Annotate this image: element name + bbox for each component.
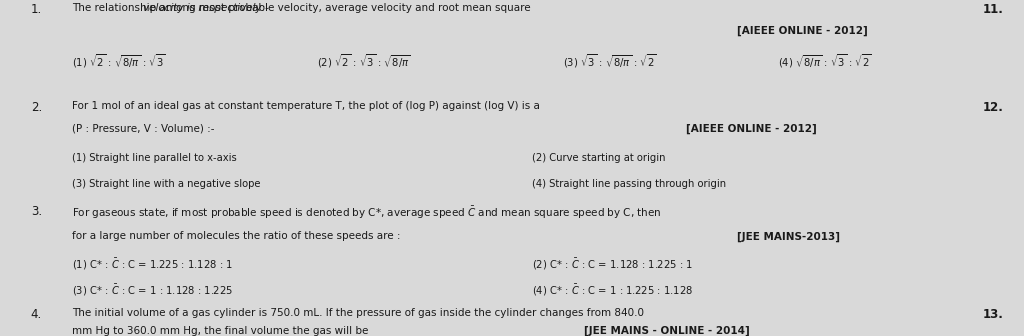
Text: 13.: 13. (983, 308, 1004, 321)
Text: 4.: 4. (31, 308, 42, 321)
Text: 2.: 2. (31, 101, 42, 114)
Text: (2) C* : $\bar{C}$ : C = 1.128 : 1.225 : 1: (2) C* : $\bar{C}$ : C = 1.128 : 1.225 :… (532, 257, 693, 272)
Text: The relationship among most probable velocity, average velocity and root mean sq: The relationship among most probable vel… (72, 3, 530, 13)
Text: For gaseous state, if most probable speed is denoted by C*, average speed $\bar{: For gaseous state, if most probable spee… (72, 205, 662, 221)
Text: (4) $\sqrt{8/\pi}$ : $\sqrt{3}$ : $\sqrt{2}$: (4) $\sqrt{8/\pi}$ : $\sqrt{3}$ : $\sqrt… (778, 52, 872, 70)
Text: (4) C* : $\bar{C}$ : C = 1 : 1.225 : 1.128: (4) C* : $\bar{C}$ : C = 1 : 1.225 : 1.1… (532, 283, 694, 298)
Text: 12.: 12. (983, 101, 1004, 114)
Text: The initial volume of a gas cylinder is 750.0 mL. If the pressure of gas inside : The initial volume of a gas cylinder is … (72, 308, 644, 318)
Text: (4) Straight line passing through origin: (4) Straight line passing through origin (532, 179, 727, 189)
Text: (3) $\sqrt{3}$ : $\sqrt{8/\pi}$ : $\sqrt{2}$: (3) $\sqrt{3}$ : $\sqrt{8/\pi}$ : $\sqrt… (563, 52, 657, 70)
Text: velocity is respectively:-: velocity is respectively:- (143, 3, 269, 13)
Text: (3) Straight line with a negative slope: (3) Straight line with a negative slope (72, 179, 260, 189)
Text: (3) C* : $\bar{C}$ : C = 1 : 1.128 : 1.225: (3) C* : $\bar{C}$ : C = 1 : 1.128 : 1.2… (72, 283, 232, 298)
Text: 1.: 1. (31, 3, 42, 16)
Text: (1) $\sqrt{2}$ : $\sqrt{8/\pi}$ : $\sqrt{3}$: (1) $\sqrt{2}$ : $\sqrt{8/\pi}$ : $\sqrt… (72, 52, 166, 70)
Text: (2) Curve starting at origin: (2) Curve starting at origin (532, 153, 666, 163)
Text: for a large number of molecules the ratio of these speeds are :: for a large number of molecules the rati… (72, 231, 400, 241)
Text: (P : Pressure, V : Volume) :-: (P : Pressure, V : Volume) :- (72, 124, 214, 134)
Text: [JEE MAINS - ONLINE - 2014]: [JEE MAINS - ONLINE - 2014] (584, 326, 750, 336)
Text: 11.: 11. (983, 3, 1004, 16)
Text: [AIEEE ONLINE - 2012]: [AIEEE ONLINE - 2012] (737, 26, 868, 36)
Text: [JEE MAINS-2013]: [JEE MAINS-2013] (737, 231, 841, 242)
Text: (1) C* : $\bar{C}$ : C = 1.225 : 1.128 : 1: (1) C* : $\bar{C}$ : C = 1.225 : 1.128 :… (72, 257, 232, 272)
Text: mm Hg to 360.0 mm Hg, the final volume the gas will be: mm Hg to 360.0 mm Hg, the final volume t… (72, 326, 368, 336)
Text: For 1 mol of an ideal gas at constant temperature T, the plot of (log P) against: For 1 mol of an ideal gas at constant te… (72, 101, 540, 111)
Text: (1) Straight line parallel to x-axis: (1) Straight line parallel to x-axis (72, 153, 237, 163)
Text: 3.: 3. (31, 205, 42, 218)
Text: (2) $\sqrt{2}$ : $\sqrt{3}$ : $\sqrt{8/\pi}$: (2) $\sqrt{2}$ : $\sqrt{3}$ : $\sqrt{8/\… (317, 52, 412, 70)
Text: [AIEEE ONLINE - 2012]: [AIEEE ONLINE - 2012] (686, 124, 817, 134)
